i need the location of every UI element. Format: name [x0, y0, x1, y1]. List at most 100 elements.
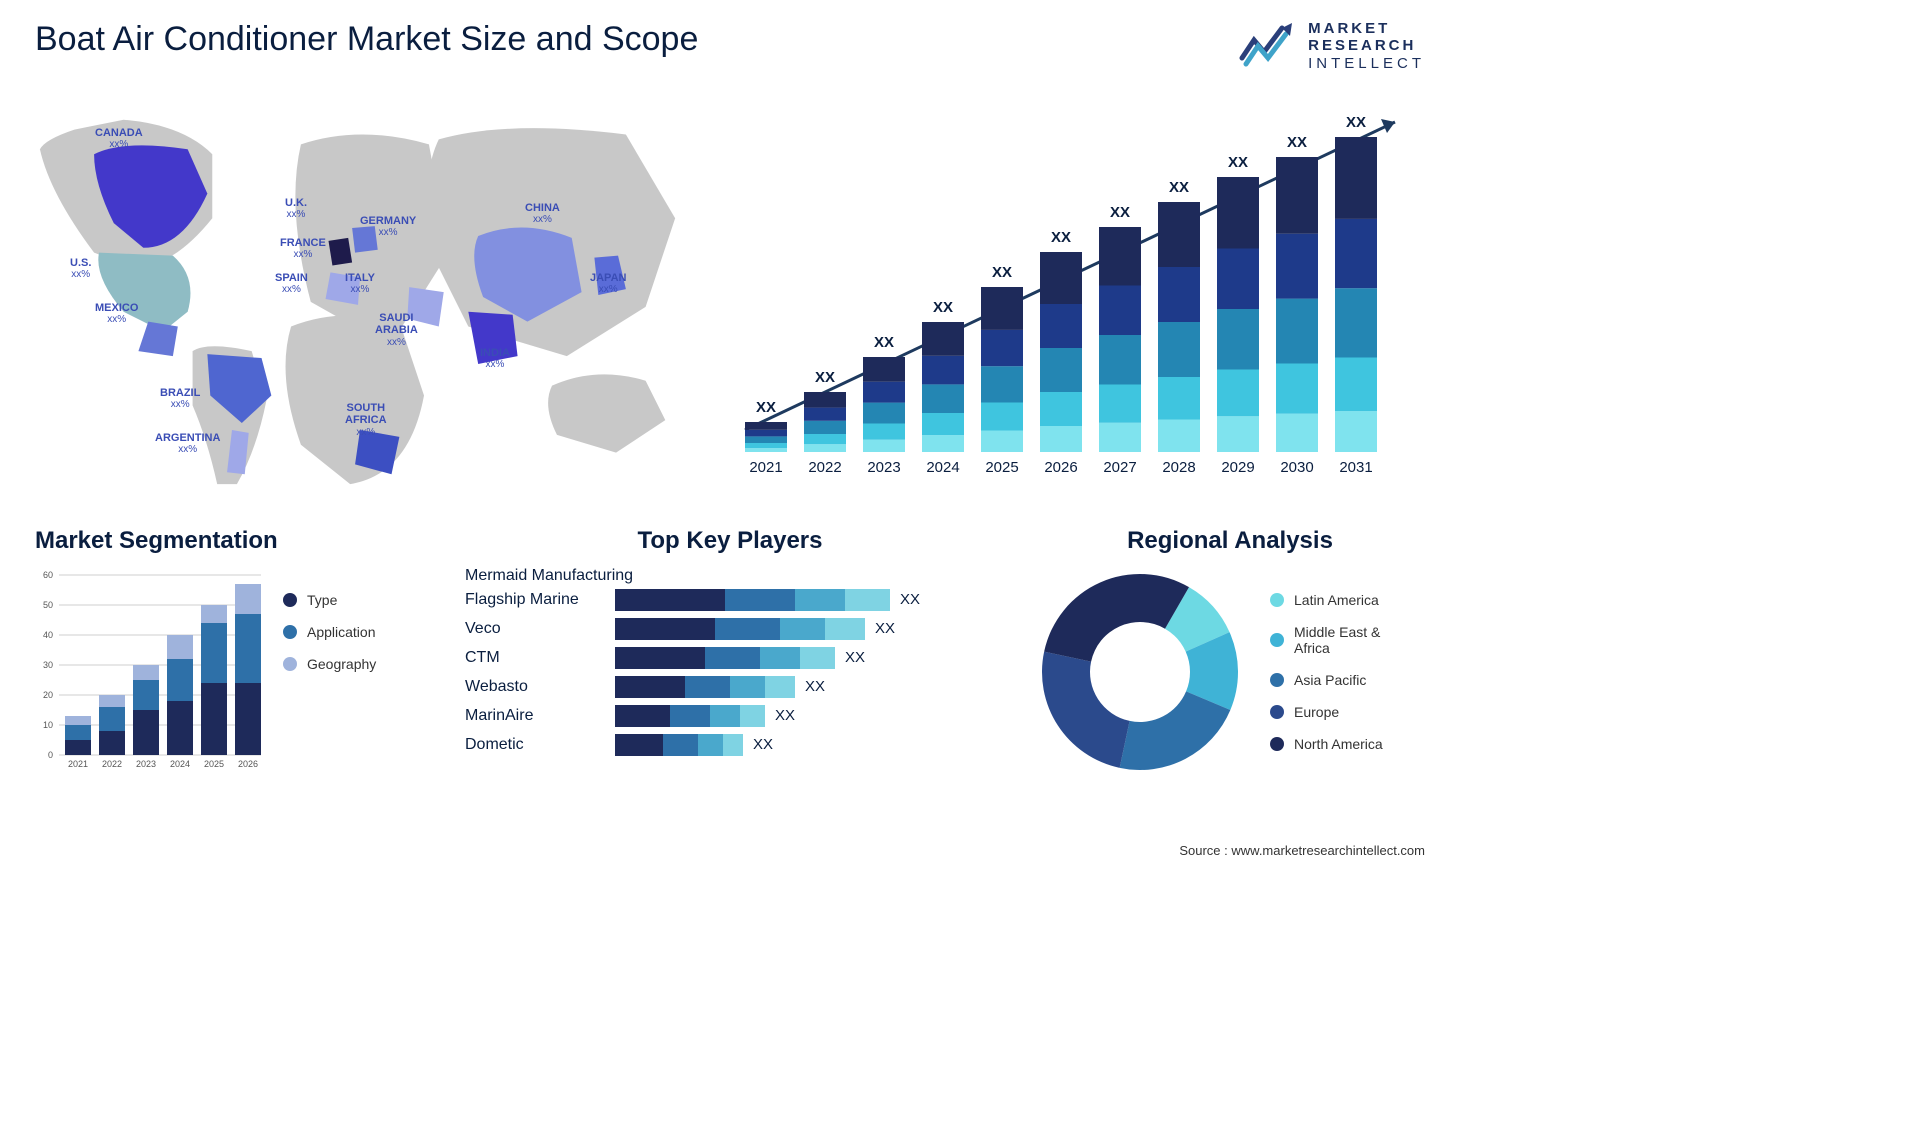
regional-legend: Latin America Middle East & Africa Asia Pa… [1270, 592, 1414, 752]
player-value: XX [900, 591, 920, 608]
svg-text:2022: 2022 [808, 459, 841, 476]
player-name: Dometic [465, 736, 605, 754]
regional-legend-item: Europe [1270, 704, 1414, 720]
bottom-row: Market Segmentation 0 10 20 30 40 50 60 2021 202… [35, 527, 1425, 777]
players-title: Top Key Players [465, 527, 995, 555]
header: Boat Air Conditioner Market Size and Sco… [35, 20, 1425, 72]
regional-title: Regional Analysis [1035, 527, 1425, 555]
segmentation-panel: Market Segmentation 0 10 20 30 40 50 60 2021 202… [35, 527, 425, 777]
logo-line-3: INTELLECT [1308, 55, 1425, 72]
segmentation-title: Market Segmentation [35, 527, 425, 555]
svg-text:2025: 2025 [204, 759, 224, 769]
player-bar [615, 676, 795, 698]
seg-legend-item: Geography [283, 656, 376, 672]
segmentation-chart: 0102030405060202120222023202420252026 [35, 567, 265, 777]
map-label-u-k-: U.K.xx% [285, 197, 307, 221]
map-label-canada: CANADAxx% [95, 127, 143, 151]
map-label-saudi-arabia: SAUDIARABIAxx% [375, 312, 418, 349]
players-panel: Top Key Players Mermaid Manufacturing Fl… [465, 527, 995, 777]
logo-line-2: RESEARCH [1308, 37, 1425, 54]
svg-text:2023: 2023 [136, 759, 156, 769]
svg-text:XX: XX [992, 264, 1012, 281]
map-label-france: FRANCExx% [280, 237, 326, 261]
map-label-italy: ITALYxx% [345, 272, 375, 296]
svg-text:2025: 2025 [985, 459, 1018, 476]
svg-text:2026: 2026 [238, 759, 258, 769]
player-bar [615, 618, 865, 640]
player-value: XX [753, 736, 773, 753]
svg-text:XX: XX [1228, 154, 1248, 171]
map-label-south-africa: SOUTHAFRICAxx% [345, 402, 387, 439]
svg-text:10: 10 [43, 720, 53, 730]
svg-text:2021: 2021 [749, 459, 782, 476]
svg-text:60: 60 [43, 570, 53, 580]
player-row: CTM XX [465, 647, 995, 669]
player-bar [615, 734, 743, 756]
regional-donut [1035, 567, 1245, 777]
seg-legend-item: Application [283, 624, 376, 640]
svg-text:XX: XX [1346, 114, 1366, 131]
regional-panel: Regional Analysis Latin America Middle Ea… [1035, 527, 1425, 777]
top-row: CANADAxx% U.S.xx%MEXICOxx% BRAZILxx% ARGENT… [35, 97, 1425, 497]
regional-legend-item: Asia Pacific [1270, 672, 1414, 688]
svg-text:XX: XX [815, 369, 835, 386]
seg-legend-item: Type [283, 592, 376, 608]
regional-legend-item: Middle East & Africa [1270, 624, 1414, 656]
player-bar [615, 705, 765, 727]
svg-text:2023: 2023 [867, 459, 900, 476]
svg-text:XX: XX [1287, 134, 1307, 151]
map-label-china: CHINAxx% [525, 202, 560, 226]
source-label: Source : www.marketresearchintellect.com [1179, 843, 1425, 858]
svg-text:2024: 2024 [170, 759, 190, 769]
svg-text:XX: XX [933, 299, 953, 316]
svg-text:2021: 2021 [68, 759, 88, 769]
player-bar [615, 589, 890, 611]
segmentation-legend: Type Application Geography [283, 567, 376, 777]
svg-text:0: 0 [48, 750, 53, 760]
regional-legend-item: Latin America [1270, 592, 1414, 608]
player-name: CTM [465, 649, 605, 667]
svg-text:30: 30 [43, 660, 53, 670]
player-value: XX [875, 620, 895, 637]
svg-text:2031: 2031 [1339, 459, 1372, 476]
svg-text:40: 40 [43, 630, 53, 640]
svg-text:XX: XX [1110, 204, 1130, 221]
brand-logo: MARKET RESEARCH INTELLECT [1238, 20, 1425, 72]
svg-text:2027: 2027 [1103, 459, 1136, 476]
map-label-argentina: ARGENTINAxx% [155, 432, 220, 456]
player-row: Flagship Marine XX [465, 589, 995, 611]
svg-text:2026: 2026 [1044, 459, 1077, 476]
svg-text:XX: XX [756, 399, 776, 416]
page-title: Boat Air Conditioner Market Size and Sco… [35, 20, 698, 59]
player-value: XX [805, 678, 825, 695]
logo-line-1: MARKET [1308, 20, 1425, 37]
player-row: Dometic XX [465, 734, 995, 756]
player-bar [615, 647, 835, 669]
player-name: MarinAire [465, 707, 605, 725]
map-label-germany: GERMANYxx% [360, 215, 416, 239]
svg-text:2024: 2024 [926, 459, 959, 476]
player-row: MarinAire XX [465, 705, 995, 727]
logo-icon [1238, 22, 1298, 70]
player-value: XX [775, 707, 795, 724]
player-name: Veco [465, 620, 605, 638]
svg-text:XX: XX [1051, 229, 1071, 246]
svg-text:2029: 2029 [1221, 459, 1254, 476]
svg-text:XX: XX [1169, 179, 1189, 196]
svg-text:2030: 2030 [1280, 459, 1313, 476]
map-label-india: INDIAxx% [480, 347, 510, 371]
map-label-u-s-: U.S.xx% [70, 257, 91, 281]
player-name: Flagship Marine [465, 591, 605, 609]
map-label-mexico: MEXICOxx% [95, 302, 138, 326]
players-list: Flagship MarineXXVecoXXCTMXXWebastoXXMar… [465, 589, 995, 756]
regional-legend-item: North America [1270, 736, 1414, 752]
map-label-japan: JAPANxx% [590, 272, 626, 296]
players-subtitle: Mermaid Manufacturing [465, 567, 995, 585]
map-label-spain: SPAINxx% [275, 272, 308, 296]
player-name: Webasto [465, 678, 605, 696]
svg-text:50: 50 [43, 600, 53, 610]
player-value: XX [845, 649, 865, 666]
player-row: Webasto XX [465, 676, 995, 698]
svg-text:20: 20 [43, 690, 53, 700]
map-label-brazil: BRAZILxx% [160, 387, 200, 411]
